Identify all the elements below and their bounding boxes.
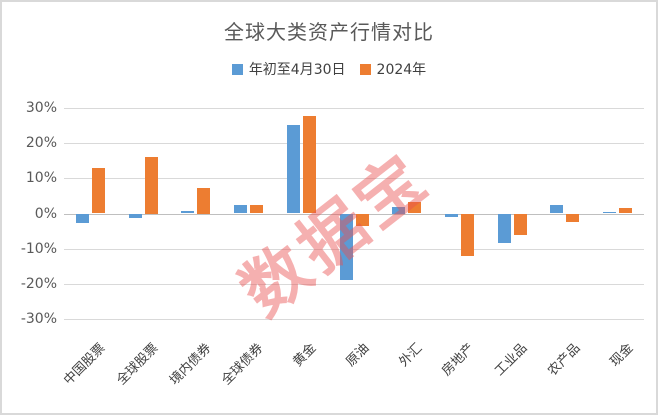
gridline: [64, 249, 644, 250]
y-axis-tick-label: 10%: [25, 170, 57, 187]
bar-年初至4月30日-中国股票: [75, 213, 89, 223]
bar-年初至4月30日-房地产: [445, 213, 458, 217]
axis-zero-line: [64, 214, 644, 215]
x-axis-category-label: 境内债券: [166, 340, 215, 389]
gridline: [64, 319, 644, 320]
x-axis-category-label: 原油: [343, 340, 373, 370]
gridline: [64, 284, 644, 285]
bar-2024年-外汇: [408, 201, 422, 214]
y-axis-tick-label: -20%: [20, 275, 57, 292]
x-axis-category-label: 房地产: [439, 340, 478, 380]
y-axis-tick-label: 0%: [34, 205, 57, 222]
bar-2024年-房地产: [461, 213, 474, 257]
x-axis-category-label: 全球债券: [219, 340, 267, 389]
legend: 年初至4月30日 2024年: [2, 59, 656, 79]
gridline: [64, 178, 644, 179]
gridline: [64, 108, 644, 109]
bar-2024年-现金: [619, 208, 633, 214]
legend-label-2024: 2024年: [376, 62, 427, 78]
legend-label-ytd: 年初至4月30日: [248, 62, 346, 78]
x-axis-category-label: 中国股票: [61, 340, 109, 389]
bar-年初至4月30日-工业品: [497, 213, 511, 243]
y-axis-tick-label: -30%: [20, 311, 57, 327]
legend-swatch-orange-icon: [359, 63, 371, 75]
bar-2024年-全球股票: [144, 156, 158, 214]
bar-2024年-工业品: [513, 213, 527, 235]
x-axis-category-label: 黄金: [290, 340, 320, 370]
bar-年初至4月30日-黄金: [286, 124, 300, 214]
bar-年初至4月30日-现金: [603, 212, 617, 214]
bar-2024年-黄金: [302, 116, 316, 214]
bar-年初至4月30日-全球债券: [234, 205, 247, 214]
bar-2024年-境内债券: [197, 187, 211, 214]
bar-2024年-农产品: [566, 213, 580, 222]
bar-2024年-中国股票: [91, 168, 105, 214]
bar-年初至4月30日-农产品: [550, 205, 564, 214]
bar-2024年-全球债券: [250, 205, 263, 214]
chart-title: 全球大类资产行情对比: [224, 20, 434, 44]
x-axis-category-label: 工业品: [492, 340, 531, 380]
bar-年初至4月30日-境内债券: [181, 211, 195, 214]
bar-年初至4月30日-原油: [339, 213, 353, 280]
x-axis-category-label: 现金: [607, 340, 637, 370]
legend-swatch-blue-icon: [231, 63, 243, 75]
gridline: [64, 143, 644, 144]
y-axis-tick-label: 20%: [25, 135, 57, 152]
bar-2024年-原油: [355, 213, 369, 226]
legend-item-2024: 2024年: [359, 59, 427, 79]
y-axis-tick-label: 30%: [25, 100, 57, 116]
x-axis-category-label: 农产品: [545, 340, 584, 380]
x-axis-category-label: 外汇: [396, 340, 426, 370]
y-axis-tick-label: -10%: [20, 240, 57, 257]
legend-item-ytd: 年初至4月30日: [231, 59, 346, 79]
bar-年初至4月30日-全球股票: [128, 213, 142, 219]
x-axis-category-label: 全球股票: [114, 340, 162, 389]
bar-年初至4月30日-外汇: [392, 206, 406, 214]
